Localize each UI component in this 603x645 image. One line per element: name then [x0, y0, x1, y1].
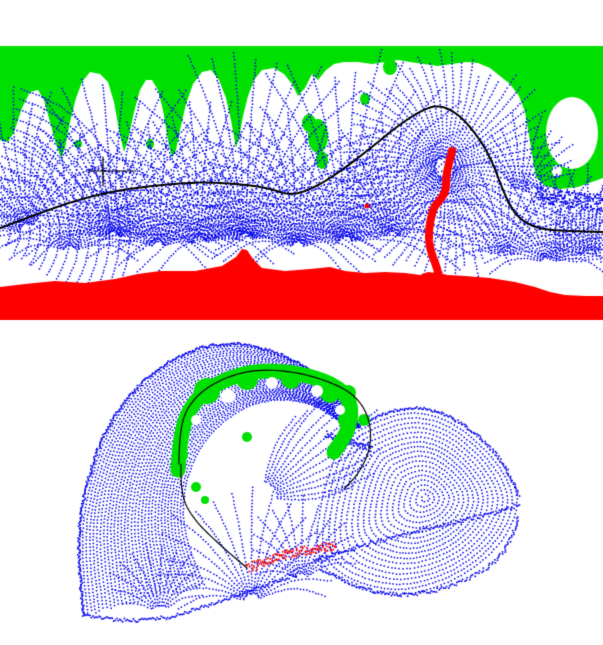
streamline-plot-canvas	[0, 0, 603, 645]
streamline-figure	[0, 0, 603, 645]
